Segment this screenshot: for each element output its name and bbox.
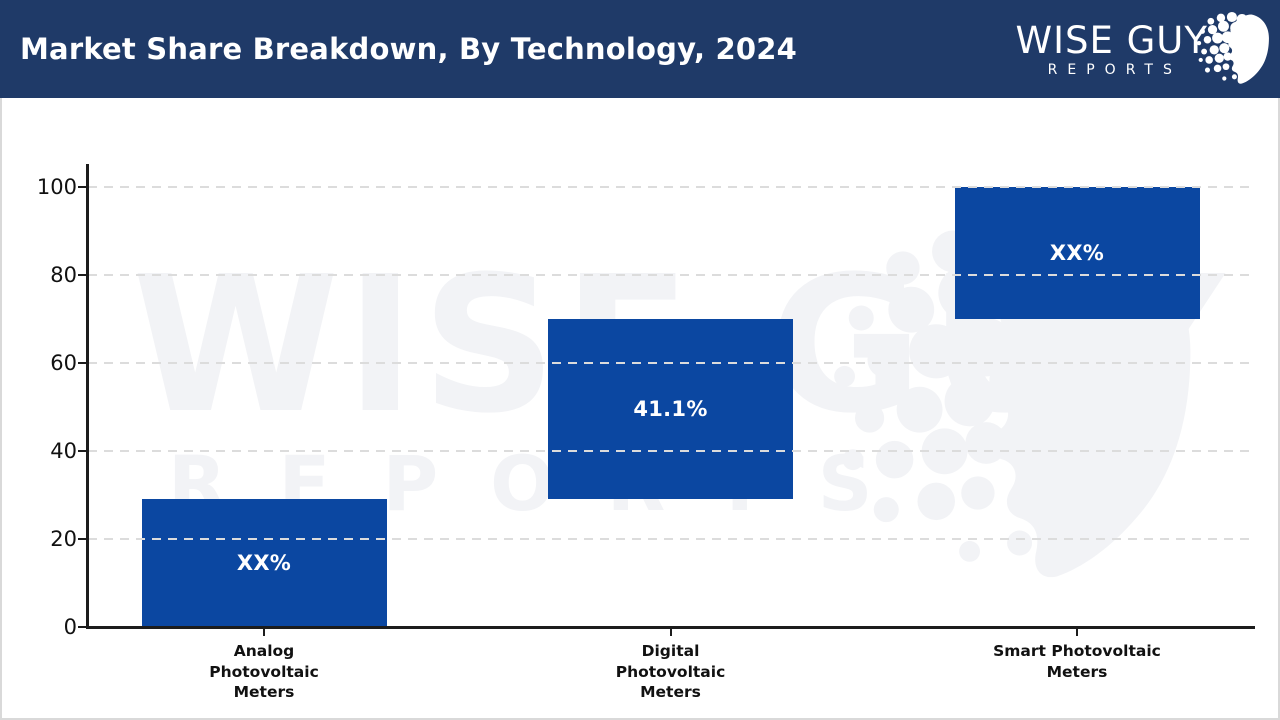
- y-tick-mark-0: [78, 626, 87, 628]
- category-label-line: Digital: [641, 642, 700, 660]
- y-gridline-80: [88, 274, 1254, 276]
- wiseguy-logo: WISE GUY REPORTS: [1016, 2, 1274, 96]
- y-tick-label-60: 60: [50, 351, 77, 375]
- right-border: [1278, 98, 1280, 720]
- y-gridline-60: [88, 362, 1254, 364]
- header-bar: Market Share Breakdown, By Technology, 2…: [0, 0, 1280, 98]
- bar-value-label: XX%: [236, 551, 292, 576]
- y-tick-label-0: 0: [63, 615, 77, 639]
- bar-value-label: 41.1%: [633, 396, 708, 421]
- x-tick-mark-1: [263, 629, 265, 636]
- y-tick-label-40: 40: [50, 439, 77, 463]
- y-tick-mark-60: [78, 362, 87, 364]
- y-gridline-100: [88, 186, 1254, 188]
- page-title: Market Share Breakdown, By Technology, 2…: [20, 32, 798, 66]
- y-tick-label-20: 20: [50, 527, 77, 551]
- category-label-line: Meters: [1046, 662, 1108, 681]
- y-tick-mark-40: [78, 450, 87, 452]
- x-tick-label-analog-photovoltaic-meters: Analog Photovoltaic Meters: [94, 641, 434, 703]
- x-axis-spine: [86, 626, 1255, 629]
- category-label-line: Meters: [233, 683, 295, 701]
- wiseguy-logo-name: WISE GUY: [1015, 18, 1208, 62]
- y-axis-spine: [86, 164, 89, 629]
- left-border: [0, 98, 2, 720]
- y-tick-mark-100: [78, 186, 87, 188]
- category-label-line: Smart Photovoltaic: [993, 642, 1161, 660]
- y-tick-label-80: 80: [50, 263, 77, 287]
- wiseguy-logo-sub: REPORTS: [1047, 61, 1182, 78]
- category-label-line: Analog: [233, 642, 295, 660]
- x-tick-mark-3: [1076, 629, 1078, 636]
- bar-smart-photovoltaic-meters: XX%: [954, 187, 1200, 319]
- x-tick-label-smart-photovoltaic-meters: Smart Photovoltaic Meters: [907, 641, 1247, 682]
- y-gridline-20: [88, 538, 1254, 540]
- y-tick-mark-20: [78, 538, 87, 540]
- bottom-border: [0, 718, 1280, 720]
- wiseguy-logo-text: WISE GUY REPORTS: [1015, 18, 1208, 78]
- category-label-line: Photovoltaic: [209, 662, 319, 681]
- x-tick-mark-2: [669, 629, 672, 636]
- category-label-line: Photovoltaic: [615, 662, 726, 681]
- bar-analog-photovoltaic-meters: XX%: [141, 499, 387, 627]
- x-tick-label-digital-photovoltaic-meters: Digital Photovoltaic Meters: [501, 641, 841, 703]
- bar-digital-photovoltaic-meters: 41.1%: [548, 318, 793, 500]
- y-tick-mark-80: [78, 274, 87, 276]
- y-gridline-40: [88, 450, 1254, 452]
- bar-value-label: XX%: [1049, 240, 1105, 265]
- category-label-line: Meters: [640, 683, 701, 701]
- y-tick-label-100: 100: [36, 175, 77, 199]
